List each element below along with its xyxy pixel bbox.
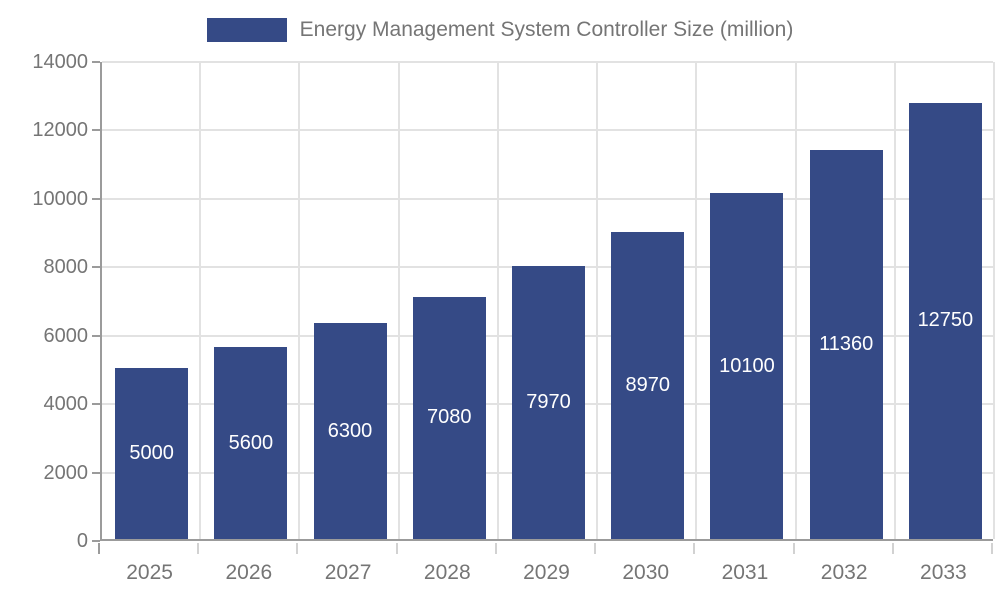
bar-value-label: 5000 xyxy=(129,441,174,464)
bar-2032[interactable]: 11360 xyxy=(809,150,883,539)
legend-swatch[interactable] xyxy=(206,18,287,42)
gridline-horizontal xyxy=(102,61,993,64)
bar-value-label: 7080 xyxy=(427,406,472,429)
legend-label: Energy Management System Controller Size… xyxy=(299,18,794,41)
gridline-vertical xyxy=(298,62,301,539)
x-axis-label: 2027 xyxy=(324,561,372,584)
x-axis-tick xyxy=(991,543,993,554)
gridline-horizontal xyxy=(102,129,993,132)
y-axis-label: 14000 xyxy=(32,51,88,73)
x-axis-tick xyxy=(693,543,696,554)
gridline-vertical xyxy=(893,62,896,539)
x-axis-tick xyxy=(792,543,795,554)
gridline-vertical xyxy=(794,62,797,539)
legend[interactable]: Energy Management System Controller Size… xyxy=(0,14,1000,46)
x-axis-tick xyxy=(296,543,299,554)
bar-2030[interactable]: 8970 xyxy=(611,232,685,539)
y-axis-tick xyxy=(92,129,100,132)
bar-2029[interactable]: 7970 xyxy=(512,266,585,539)
y-axis-tick xyxy=(92,403,100,406)
y-axis-tick xyxy=(92,540,100,542)
x-axis-label: 2033 xyxy=(920,561,967,584)
y-axis-label: 12000 xyxy=(32,119,88,142)
bar-2026[interactable]: 5600 xyxy=(214,347,288,539)
y-axis-tick xyxy=(92,471,100,474)
y-axis-tick xyxy=(92,334,100,337)
x-axis-label: 2025 xyxy=(126,561,173,584)
x-axis-tick xyxy=(494,543,497,554)
x-axis-label: 2030 xyxy=(622,561,670,584)
bar-value-label: 12750 xyxy=(917,309,974,332)
bar-2033[interactable]: 12750 xyxy=(908,102,982,539)
y-axis-label: 0 xyxy=(76,530,88,552)
y-axis-tick xyxy=(92,197,100,200)
bar-2027[interactable]: 6300 xyxy=(313,323,387,539)
x-axis-tick xyxy=(98,543,100,554)
x-axis-tick xyxy=(594,543,597,554)
bar-2031[interactable]: 10100 xyxy=(710,193,784,539)
bar-value-label: 11360 xyxy=(819,333,874,356)
gridline-horizontal xyxy=(102,197,993,200)
bar-value-label: 6300 xyxy=(327,419,373,442)
gridline-vertical xyxy=(199,62,202,539)
bar-value-label: 5600 xyxy=(228,431,274,454)
bar-2025[interactable]: 5000 xyxy=(115,367,189,539)
bar-value-label: 10100 xyxy=(719,354,775,377)
y-axis-tick xyxy=(92,266,100,269)
x-axis-tick xyxy=(197,543,200,554)
x-axis-label: 2026 xyxy=(225,561,273,584)
x-axis-label: 2028 xyxy=(423,561,471,584)
plot-area: 5000 5600 6300 7080 7970 8970 10100 11360 12750 xyxy=(92,61,995,542)
gridline-vertical xyxy=(695,62,698,539)
bar-value-label: 7970 xyxy=(526,391,571,414)
x-axis-label: 2031 xyxy=(721,561,769,584)
x-axis-tick xyxy=(891,543,894,554)
y-axis-label: 6000 xyxy=(43,324,89,347)
y-axis-label: 10000 xyxy=(32,187,88,210)
gridline-vertical xyxy=(496,62,499,539)
y-axis-label: 4000 xyxy=(43,393,89,416)
y-axis-tick xyxy=(92,61,100,64)
x-axis-label: 2029 xyxy=(523,561,570,584)
y-axis-label: 8000 xyxy=(43,256,89,279)
y-axis-label: 2000 xyxy=(43,461,89,484)
x-axis-tick xyxy=(395,543,398,554)
gridline-vertical xyxy=(397,62,400,539)
bar-2028[interactable]: 7080 xyxy=(412,296,486,539)
x-axis-label: 2032 xyxy=(820,561,868,584)
gridline-vertical xyxy=(993,62,995,539)
bar-value-label: 8970 xyxy=(625,374,670,397)
gridline-vertical xyxy=(596,62,599,539)
